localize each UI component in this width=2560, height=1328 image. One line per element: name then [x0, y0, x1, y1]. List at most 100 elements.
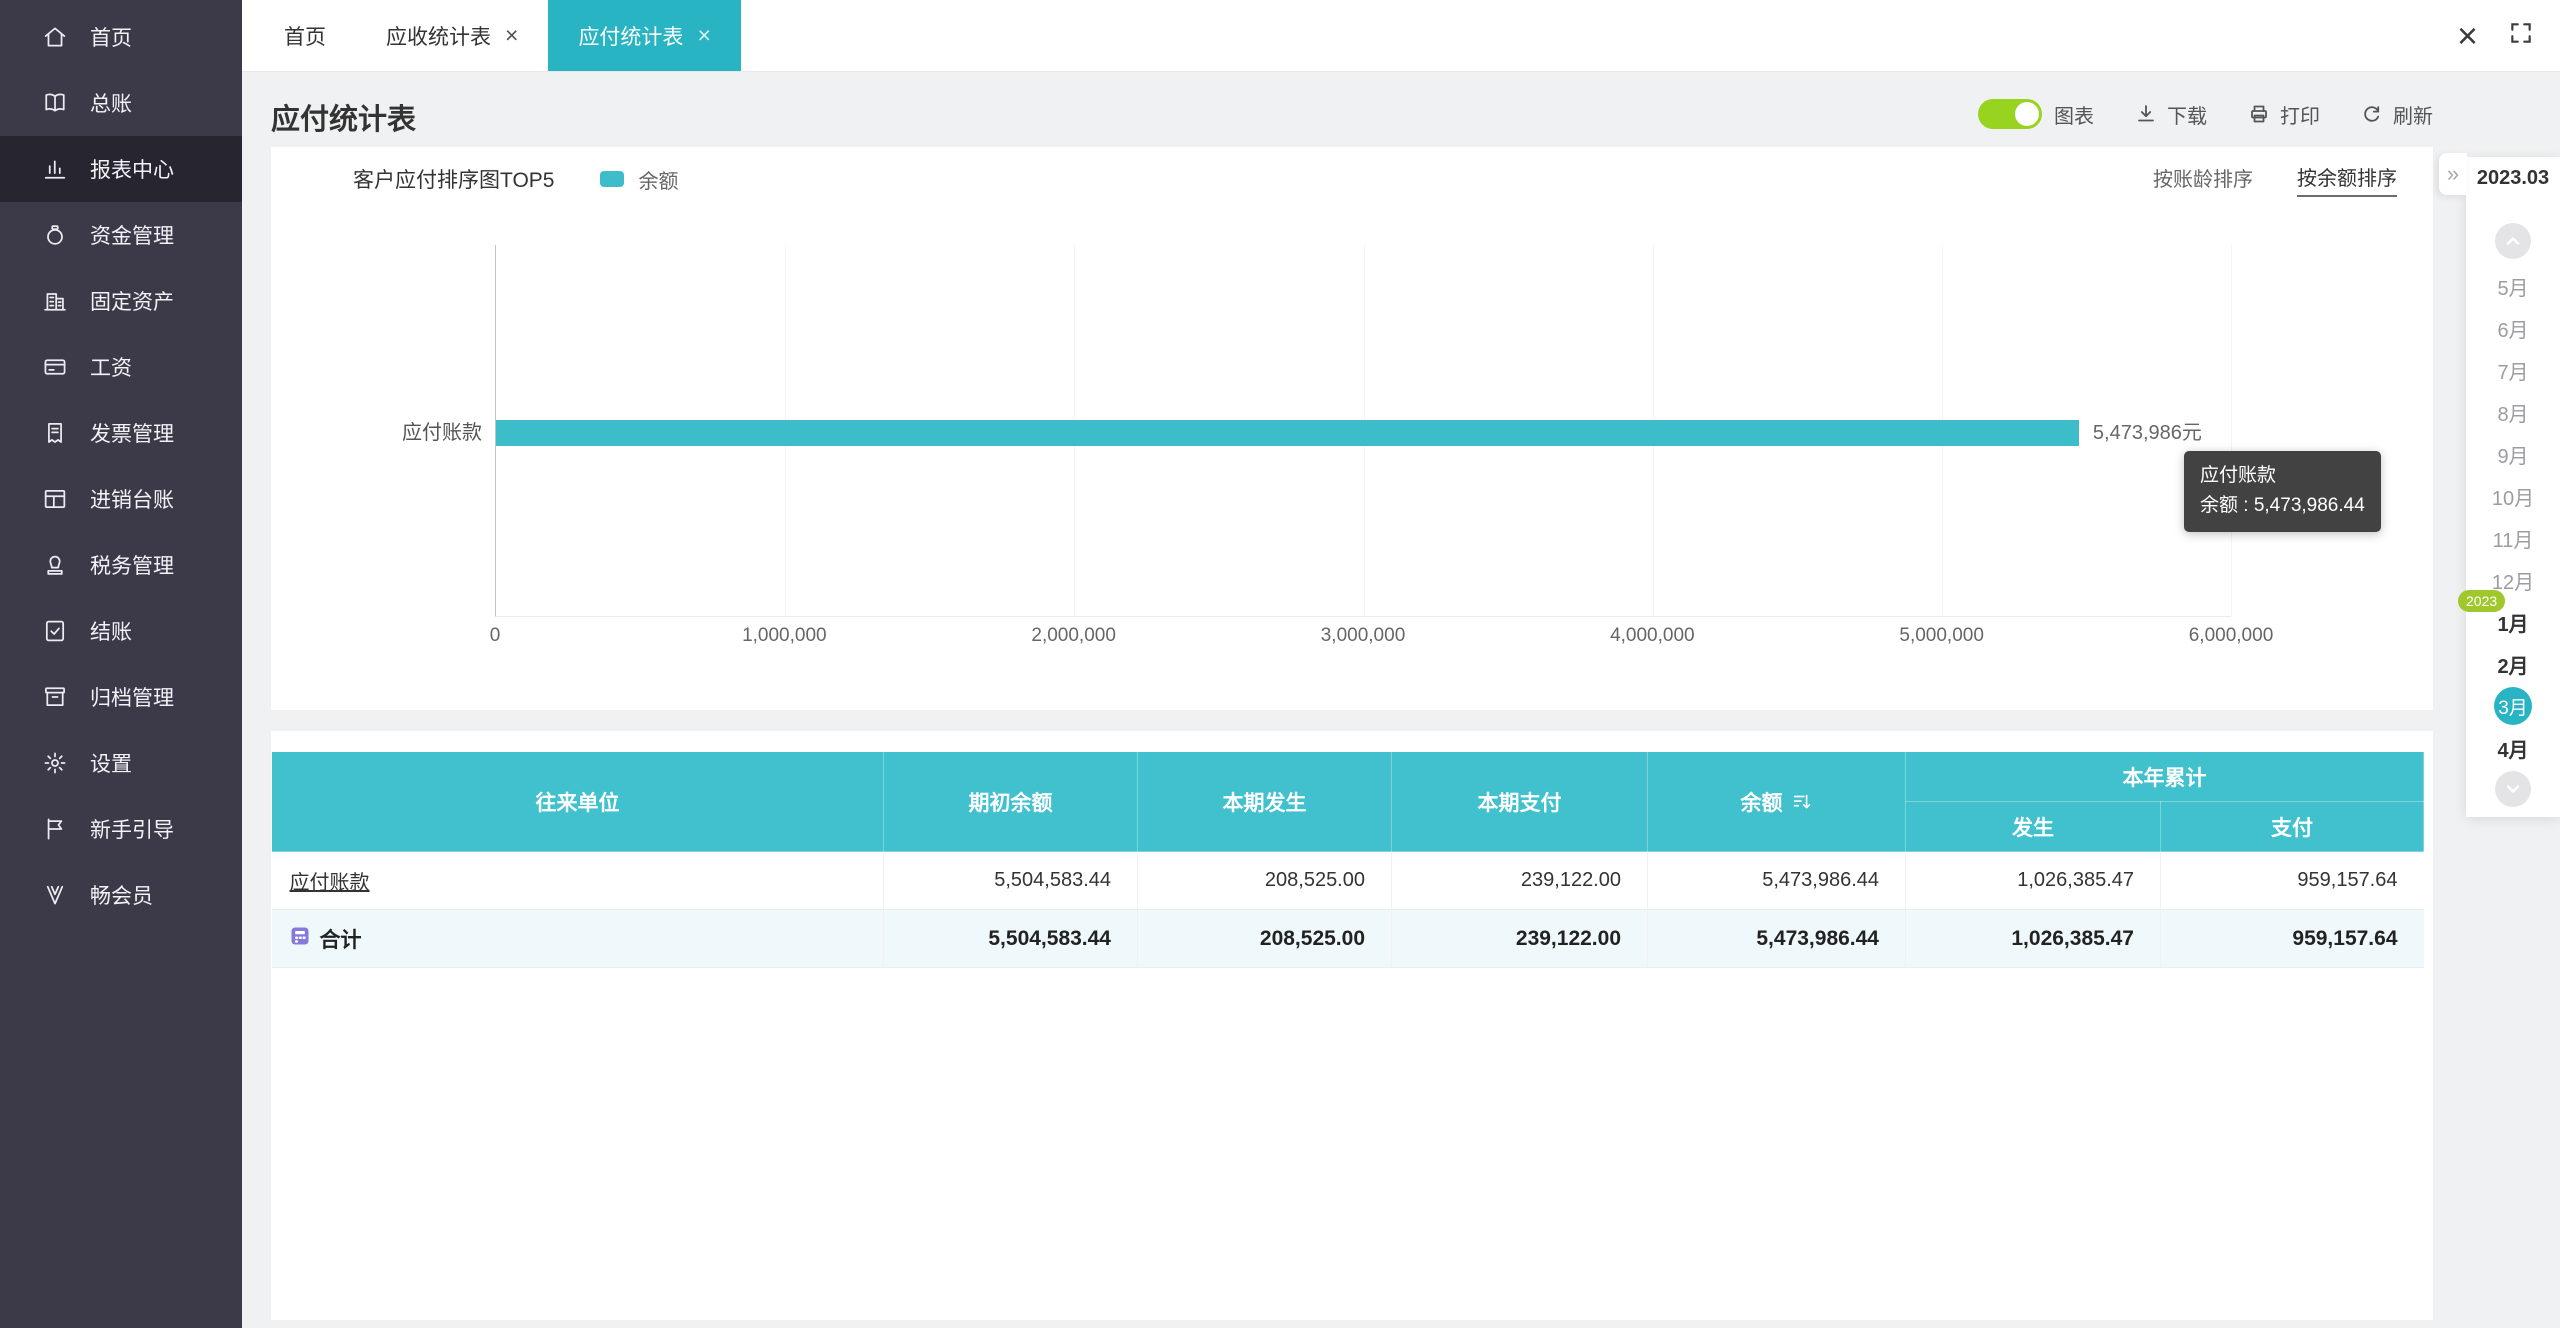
payable-statistics-table: 往来单位 期初余额 本期发生 本期支付 余额 本年累计 发 [271, 751, 2424, 968]
month-item-march-selected[interactable]: 3月 [2466, 685, 2560, 727]
sidebar-item-beginner-guide[interactable]: 新手引导 [0, 796, 242, 862]
balance-bar[interactable] [496, 420, 2079, 446]
sidebar-item-purchase-sales-ledger[interactable]: 进销台账 [0, 466, 242, 532]
x-tick: 0 [489, 625, 501, 646]
month-item-august[interactable]: 8月 [2497, 403, 2529, 426]
unit-link-payable[interactable]: 应付账款 [289, 872, 370, 894]
sidebar-item-closing[interactable]: 结账 [0, 598, 242, 664]
membership-icon [40, 880, 70, 910]
month-item-may[interactable]: 5月 [2497, 277, 2529, 300]
month-item-july[interactable]: 7月 [2497, 361, 2529, 384]
sidebar-item-home[interactable]: 首页 [0, 4, 242, 70]
cell-balance: 5,473,986.44 [1647, 851, 1906, 910]
sidebar-item-label: 进销台账 [90, 489, 174, 512]
month-selector-panel: 2023.03 5月 6月 7月 8月 9月 10月 11月 12月 1月 2月… [2458, 157, 2560, 817]
col-header-beginning-balance: 期初余额 [883, 751, 1138, 852]
cell-beginning-balance: 5,504,583.44 [883, 851, 1138, 910]
x-tick: 3,000,000 [1320, 625, 1406, 646]
scroll-down-button[interactable] [2495, 771, 2531, 807]
month-item-february[interactable]: 2月 [2497, 655, 2529, 678]
close-icon[interactable]: × [2456, 14, 2478, 56]
payroll-icon [40, 352, 70, 382]
sidebar-item-tax-management[interactable]: 税务管理 [0, 532, 242, 598]
month-item-november[interactable]: 11月 [2492, 529, 2534, 552]
tab-payable-statistics[interactable]: 应付统计表 × [548, 0, 741, 71]
report-center-icon [40, 154, 70, 184]
sidebar-item-label: 报表中心 [90, 159, 174, 182]
tab-home[interactable]: 首页 [254, 0, 356, 71]
sidebar-item-report-center[interactable]: 报表中心 [0, 136, 242, 202]
chart-toggle[interactable] [1978, 99, 2042, 129]
purchase-sales-ledger-icon [40, 484, 70, 514]
month-item-june[interactable]: 6月 [2497, 319, 2529, 342]
refresh-button[interactable]: 刷新 [2360, 100, 2433, 129]
month-item-january[interactable]: 1月 [2497, 613, 2529, 636]
sidebar-item-payroll[interactable]: 工资 [0, 334, 242, 400]
month-panel-collapse-handle[interactable]: » [2439, 153, 2467, 195]
fixed-assets-icon [40, 286, 70, 316]
toggle-knob [2015, 102, 2039, 126]
sidebar-item-label: 资金管理 [90, 225, 174, 248]
sidebar-item-label: 发票管理 [90, 423, 174, 446]
page-title: 应付统计表 [271, 104, 417, 136]
month-item-october[interactable]: 10月 [2491, 487, 2535, 510]
legend-swatch [600, 171, 625, 187]
header-controls: 图表 下载 打印 刷新 [1978, 96, 2433, 132]
scroll-up-button[interactable] [2495, 223, 2531, 259]
chart-panel: 客户应付排序图TOP5 余额 按账龄排序 按余额排序 应付账款 [271, 147, 2433, 710]
table-row: 应付账款 5,504,583.44 208,525.00 239,122.00 … [271, 851, 2424, 910]
balance-sort-icon[interactable] [1791, 791, 1813, 813]
archive-management-icon [40, 682, 70, 712]
tab-close-icon[interactable]: × [505, 22, 519, 48]
beginner-guide-icon [40, 814, 70, 844]
sidebar-item-label: 设置 [90, 753, 132, 776]
sort-by-balance-option[interactable]: 按余额排序 [2297, 162, 2397, 197]
category-label: 应付账款 [402, 422, 482, 444]
sidebar-item-fixed-assets[interactable]: 固定资产 [0, 268, 242, 334]
chart-toggle-label: 图表 [2054, 105, 2094, 128]
sidebar-item-settings[interactable]: 设置 [0, 730, 242, 796]
cell-year-paid: 959,157.64 [2160, 851, 2424, 910]
sidebar-item-membership[interactable]: 畅会员 [0, 862, 242, 928]
x-tick: 1,000,000 [742, 625, 827, 646]
tab-label: 首页 [284, 25, 326, 49]
table-total-row: 合计 5,504,583.44 208,525.00 239,122.00 5,… [271, 909, 2424, 968]
total-balance: 5,473,986.44 [1647, 909, 1906, 968]
month-item-april[interactable]: 4月 [2497, 739, 2529, 762]
sidebar-item-fund-management[interactable]: 资金管理 [0, 202, 242, 268]
x-tick: 2,000,000 [1031, 625, 1116, 646]
sidebar-item-invoice-management[interactable]: 发票管理 [0, 400, 242, 466]
sidebar-item-general-ledger[interactable]: 总账 [0, 70, 242, 136]
sort-by-age-option[interactable]: 按账龄排序 [2153, 168, 2253, 191]
sidebar-item-label: 新手引导 [90, 819, 174, 842]
total-year-paid: 959,157.64 [2160, 909, 2424, 968]
sidebar-item-archive-management[interactable]: 归档管理 [0, 664, 242, 730]
tab-close-icon[interactable]: × [697, 22, 711, 48]
x-axis-labels: 0 1,000,000 2,000,000 3,000,000 4,000,00… [490, 625, 2274, 651]
sidebar-item-label: 固定资产 [90, 291, 174, 314]
chart-title: 客户应付排序图TOP5 [353, 169, 555, 192]
cell-year-occurred: 1,026,385.47 [1905, 851, 2161, 910]
sidebar-item-label: 结账 [90, 621, 132, 644]
fund-management-icon [40, 220, 70, 250]
chart-tooltip: 应付账款 余额 : 5,473,986.44 [2184, 451, 2381, 532]
col-header-year-paid: 支付 [2160, 801, 2424, 852]
fullscreen-icon[interactable] [2508, 20, 2534, 51]
tab-receivable-statistics[interactable]: 应收统计表 × [356, 0, 548, 71]
col-header-current-occurred: 本期发生 [1137, 751, 1392, 852]
table-panel: 往来单位 期初余额 本期发生 本期支付 余额 本年累计 发 [271, 731, 2433, 1320]
sidebar-item-label: 工资 [90, 357, 132, 380]
month-item-december[interactable]: 12月 [2491, 571, 2535, 594]
print-button[interactable]: 打印 [2247, 100, 2320, 129]
total-year-occurred: 1,026,385.47 [1905, 909, 2161, 968]
col-header-year-occurred: 发生 [1905, 801, 2161, 852]
download-button[interactable]: 下载 [2134, 100, 2207, 129]
col-header-unit: 往来单位 [271, 751, 884, 852]
legend-balance[interactable]: 余额 [600, 165, 678, 194]
general-ledger-icon [40, 88, 70, 118]
month-item-september[interactable]: 9月 [2497, 445, 2529, 468]
col-header-year-total: 本年累计 [1905, 751, 2424, 802]
chevron-down-icon [2506, 785, 2520, 793]
download-icon [2138, 105, 2154, 122]
